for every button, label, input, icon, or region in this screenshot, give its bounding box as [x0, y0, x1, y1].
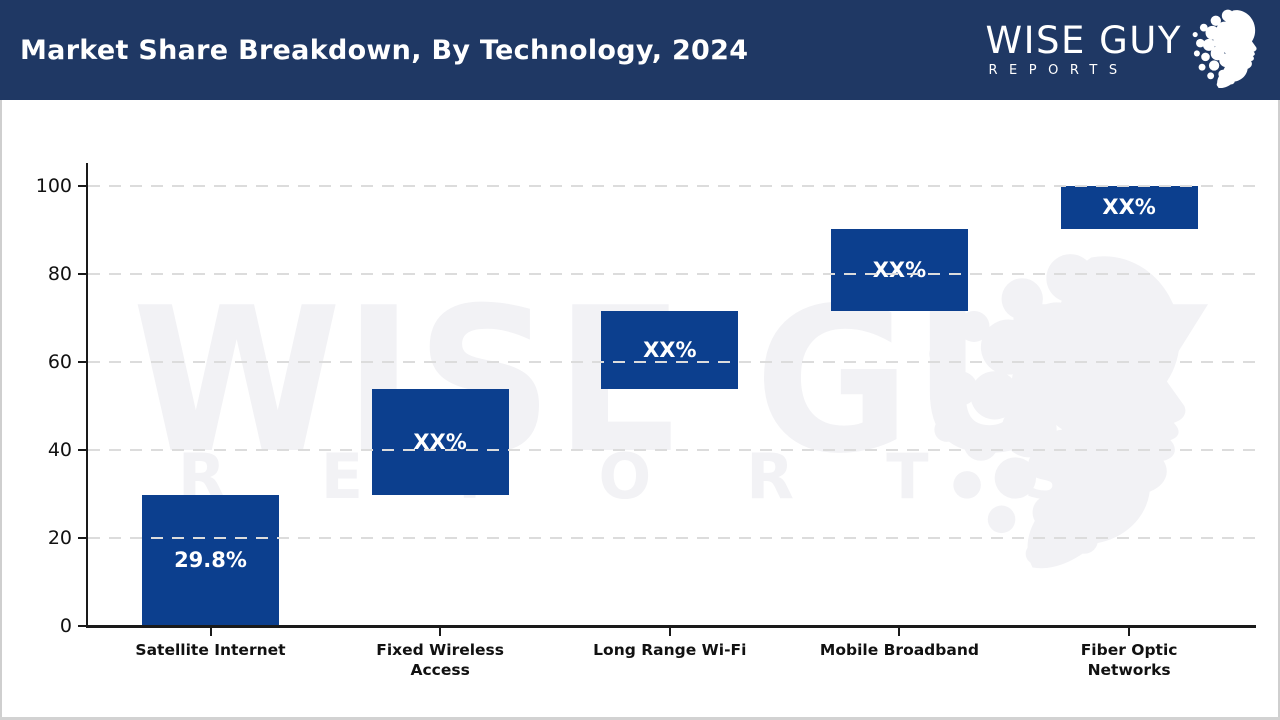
gridline-40 [88, 449, 1256, 451]
y-tick-60 [78, 361, 86, 363]
bar-value-label-satellite-internet: 29.8% [174, 548, 247, 573]
gridline-80 [88, 273, 1256, 275]
y-tick-label-20: 20 [47, 527, 72, 549]
page-border-bottom [0, 717, 1280, 720]
header: Market Share Breakdown, By Technology, 2… [0, 0, 1280, 100]
x-axis-line [86, 625, 1256, 628]
logo-name: WISE GUY [985, 19, 1182, 62]
y-axis-line [86, 163, 88, 627]
x-tick-label-long-range-wi-fi: Long Range Wi-Fi [593, 641, 747, 659]
x-tick-long-range-wi-fi [668, 628, 671, 636]
y-tick-80 [78, 273, 86, 275]
y-tick-label-60: 60 [47, 351, 72, 373]
y-tick-20 [78, 537, 86, 539]
x-tick-label-mobile-broadband: Mobile Broadband [819, 641, 979, 659]
bar-satellite-internet: 29.8% [142, 494, 279, 626]
logo-tagline: REPORTS [988, 63, 1129, 78]
gridline-20 [88, 537, 1256, 539]
bar-fiber-optic-networks: XX% [1060, 186, 1198, 229]
y-tick-40 [78, 449, 86, 451]
bar-mobile-broadband: XX% [830, 228, 968, 312]
y-tick-0 [78, 625, 86, 627]
x-tick-label-fixed-wireless-access: Fixed Wireless Access [376, 641, 505, 680]
y-tick-label-100: 100 [35, 175, 72, 197]
y-tick-label-40: 40 [47, 439, 72, 461]
x-tick-label-satellite-internet: Satellite Internet [135, 641, 286, 659]
gridline-60 [88, 361, 1256, 363]
bar-long-range-wi-fi: XX% [601, 311, 739, 390]
gridline-100 [88, 185, 1256, 187]
x-tick-fiber-optic-networks [1128, 628, 1131, 636]
x-tick-mobile-broadband [898, 628, 901, 636]
bar-value-label-mobile-broadband: XX% [872, 258, 927, 283]
x-tick-fixed-wireless-access [439, 628, 442, 636]
x-tick-satellite-internet [209, 628, 212, 636]
bar-value-label-long-range-wi-fi: XX% [643, 338, 697, 363]
page-border-left [0, 100, 2, 720]
x-tick-label-fiber-optic-networks: Fiber Optic Networks [1080, 641, 1178, 680]
y-tick-label-0: 0 [59, 615, 72, 637]
bar-fixed-wireless-access: XX% [371, 389, 509, 495]
y-tick-label-80: 80 [47, 263, 72, 285]
y-tick-100 [78, 185, 86, 187]
chart-title: Market Share Breakdown, By Technology, 2… [20, 34, 749, 66]
logo-face-icon [1192, 9, 1257, 89]
bar-value-label-fiber-optic-networks: XX% [1102, 195, 1156, 220]
logo-text: WISE GUY REPORTS [986, 22, 1182, 78]
watermark-face-icon [929, 254, 1186, 569]
watermark-subtext: REPORTS [178, 440, 1164, 513]
page-border-right [1278, 100, 1280, 720]
wise-guy-reports-logo: WISE GUY REPORTS [986, 7, 1270, 93]
